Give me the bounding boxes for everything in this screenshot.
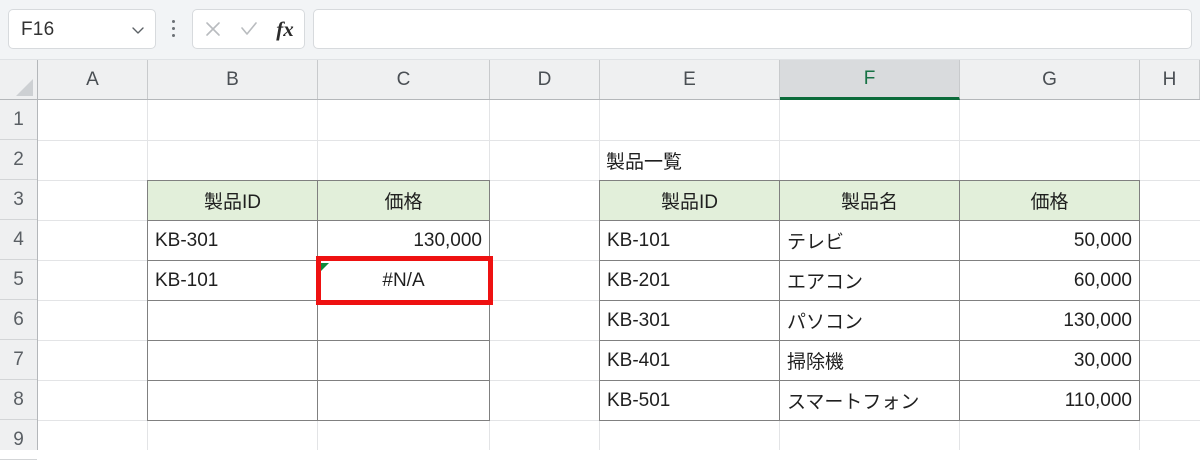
left-table-cell-error-value[interactable]: #N/A: [317, 260, 490, 301]
column-header-g[interactable]: G: [960, 60, 1140, 99]
right-table-cell-id[interactable]: KB-401: [599, 340, 780, 381]
column-header-a[interactable]: A: [38, 60, 148, 99]
right-table-header-name[interactable]: 製品名: [779, 180, 960, 221]
insert-function-button[interactable]: fx: [267, 10, 303, 48]
column-header-b[interactable]: B: [148, 60, 318, 99]
column-header-d[interactable]: D: [490, 60, 600, 99]
row-header-2[interactable]: 2: [0, 140, 37, 180]
column-header-f[interactable]: F: [780, 60, 960, 100]
gridline-horizontal: [38, 140, 1200, 141]
right-table-header-price[interactable]: 価格: [959, 180, 1140, 221]
name-box-value: F16: [21, 19, 55, 40]
right-table-cell-price[interactable]: 130,000: [959, 300, 1140, 341]
row-header-7[interactable]: 7: [0, 340, 37, 380]
row-header-4[interactable]: 4: [0, 220, 37, 260]
right-table-header-id[interactable]: 製品ID: [599, 180, 780, 221]
left-table-cell-price[interactable]: 130,000: [317, 220, 490, 261]
left-table-cell-price[interactable]: [317, 340, 490, 381]
column-header-e[interactable]: E: [600, 60, 780, 99]
right-table-cell-price[interactable]: 50,000: [959, 220, 1140, 261]
left-table-header-price[interactable]: 価格: [317, 180, 490, 221]
formula-toolbar: F16 fx: [0, 0, 1200, 60]
right-table-cell-price[interactable]: 110,000: [959, 380, 1140, 421]
left-table-cell-id[interactable]: [147, 300, 318, 341]
formula-input[interactable]: [313, 9, 1192, 49]
formula-action-group: fx: [192, 9, 305, 49]
left-table-cell-id[interactable]: [147, 340, 318, 381]
error-triangle-icon: [320, 263, 329, 272]
more-vertical-icon[interactable]: [172, 20, 176, 40]
select-all-corner[interactable]: [0, 60, 38, 99]
right-table-cell-price[interactable]: 30,000: [959, 340, 1140, 381]
right-table-cell-id[interactable]: KB-301: [599, 300, 780, 341]
left-table-cell-id[interactable]: [147, 380, 318, 421]
cancel-button[interactable]: [195, 10, 231, 48]
column-header-c[interactable]: C: [318, 60, 490, 99]
right-table-cell-id[interactable]: KB-201: [599, 260, 780, 301]
row-header-5[interactable]: 5: [0, 260, 37, 300]
right-table-cell-name[interactable]: 掃除機: [779, 340, 960, 381]
right-table-cell-name[interactable]: スマートフォン: [779, 380, 960, 421]
right-table-cell-price[interactable]: 60,000: [959, 260, 1140, 301]
row-header-6[interactable]: 6: [0, 300, 37, 340]
confirm-button[interactable]: [231, 10, 267, 48]
left-table-header-id[interactable]: 製品ID: [147, 180, 318, 221]
fx-icon: fx: [276, 16, 294, 41]
left-table-cell-price[interactable]: [317, 300, 490, 341]
right-table-title[interactable]: 製品一覧: [606, 151, 683, 173]
row-header-strip: 1 2 3 4 5 6 7 8 9: [0, 100, 38, 460]
row-header-3[interactable]: 3: [0, 180, 37, 220]
row-header-8[interactable]: 8: [0, 380, 37, 420]
column-header-h[interactable]: H: [1140, 60, 1200, 99]
left-table-cell-id[interactable]: KB-101: [147, 260, 318, 301]
left-table-cell-price[interactable]: [317, 380, 490, 421]
left-table-cell-id[interactable]: KB-301: [147, 220, 318, 261]
right-table-cell-id[interactable]: KB-501: [599, 380, 780, 421]
right-table-cell-id[interactable]: KB-101: [599, 220, 780, 261]
right-table-cell-name[interactable]: エアコン: [779, 260, 960, 301]
column-header-strip: A B C D E F G H: [0, 60, 1200, 100]
spreadsheet-grid: 製品ID 価格 KB-301 130,000 KB-101 #N/A 製品一覧 …: [0, 60, 1200, 460]
row-header-1[interactable]: 1: [0, 100, 37, 140]
row-header-9[interactable]: 9: [0, 420, 37, 460]
check-icon: [241, 22, 257, 35]
right-table-cell-name[interactable]: パソコン: [779, 300, 960, 341]
close-icon: [206, 22, 220, 36]
name-box[interactable]: F16: [8, 9, 156, 49]
chevron-down-icon[interactable]: [131, 23, 145, 37]
right-table-cell-name[interactable]: テレビ: [779, 220, 960, 261]
